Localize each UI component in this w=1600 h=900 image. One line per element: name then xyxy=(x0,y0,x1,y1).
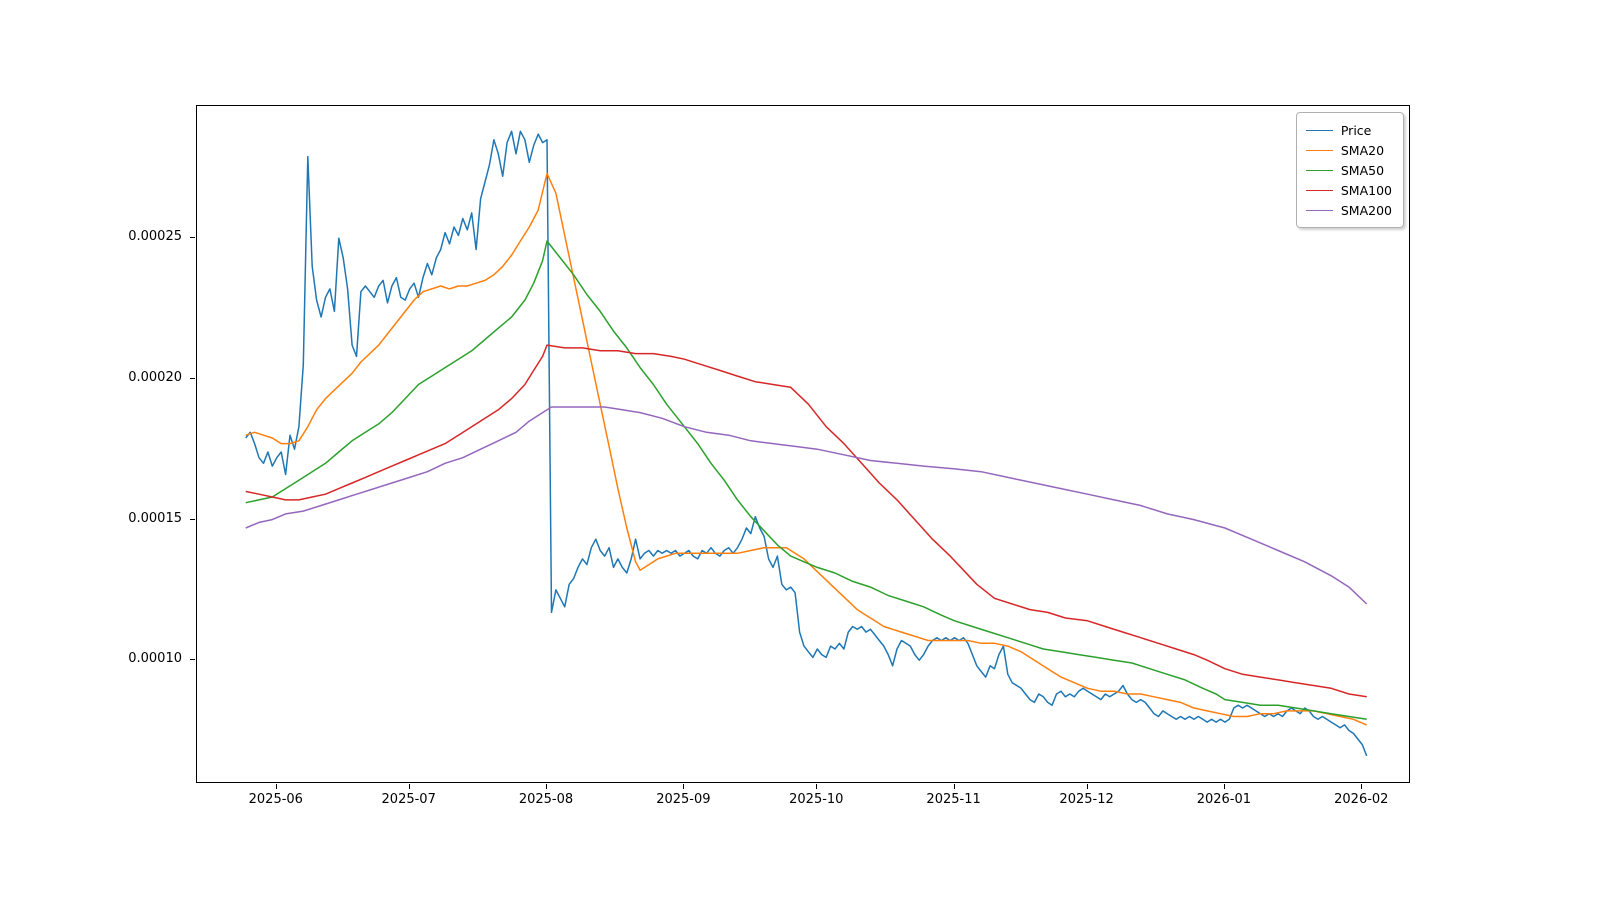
legend: Price SMA20 SMA50 SMA100 SMA200 xyxy=(1295,112,1404,228)
y-tick-mark xyxy=(190,237,195,239)
legend-item-sma50: SMA50 xyxy=(1305,160,1392,180)
x-tick-mark xyxy=(1086,784,1088,789)
y-tick-mark xyxy=(190,659,195,661)
series-line-sma20 xyxy=(245,172,1367,726)
x-tick-label: 2025-09 xyxy=(656,792,711,807)
legend-label-sma100: SMA100 xyxy=(1340,182,1392,198)
legend-label-sma50: SMA50 xyxy=(1340,162,1385,178)
y-tick-label: 0.00020 xyxy=(128,369,182,385)
x-tick-label: 2025-12 xyxy=(1059,792,1114,807)
y-tick-label: 0.00010 xyxy=(128,651,182,667)
legend-item-sma100: SMA100 xyxy=(1305,180,1392,200)
series-line-sma100 xyxy=(245,344,1367,698)
legend-item-sma200: SMA200 xyxy=(1305,200,1392,220)
series-line-sma50 xyxy=(245,240,1367,721)
y-tick-mark xyxy=(190,518,195,520)
x-tick-label: 2026-01 xyxy=(1196,792,1252,807)
x-tick-label: 2025-11 xyxy=(926,792,981,807)
legend-line-swatch-price xyxy=(1305,129,1333,131)
x-tick-mark xyxy=(275,784,277,789)
x-tick-mark xyxy=(1223,784,1225,789)
plot-area: Price SMA20 SMA50 SMA100 SMA200 xyxy=(196,105,1410,783)
legend-label-sma20: SMA20 xyxy=(1340,142,1385,158)
x-tick-mark xyxy=(816,784,818,789)
x-tick-mark xyxy=(546,784,547,789)
x-tick-label: 2026-02 xyxy=(1334,792,1389,807)
legend-line-swatch-sma200 xyxy=(1305,209,1333,211)
series-line-price xyxy=(245,130,1368,757)
x-tick-label: 2025-08 xyxy=(518,792,574,807)
legend-line-swatch-sma100 xyxy=(1305,189,1333,191)
x-tick-label: 2025-06 xyxy=(248,792,303,807)
legend-line-swatch-sma20 xyxy=(1305,149,1333,151)
x-tick-label: 2025-07 xyxy=(381,792,436,807)
series-line-sma200 xyxy=(245,406,1368,605)
x-tick-label: 2025-10 xyxy=(789,792,844,807)
legend-line-swatch-sma50 xyxy=(1305,169,1333,171)
legend-item-sma20: SMA20 xyxy=(1305,140,1392,160)
y-tick-label: 0.00015 xyxy=(128,510,182,526)
x-tick-mark xyxy=(1361,784,1363,789)
y-tick-mark xyxy=(190,377,195,379)
chart-lines xyxy=(245,130,1368,757)
x-tick-mark xyxy=(408,784,410,789)
legend-label-price: Price xyxy=(1340,122,1372,138)
legend-label-sma200: SMA200 xyxy=(1340,202,1392,218)
y-tick-label: 0.00025 xyxy=(128,229,182,245)
x-tick-mark xyxy=(953,784,955,789)
legend-item-price: Price xyxy=(1305,120,1392,140)
x-tick-mark xyxy=(683,784,685,789)
